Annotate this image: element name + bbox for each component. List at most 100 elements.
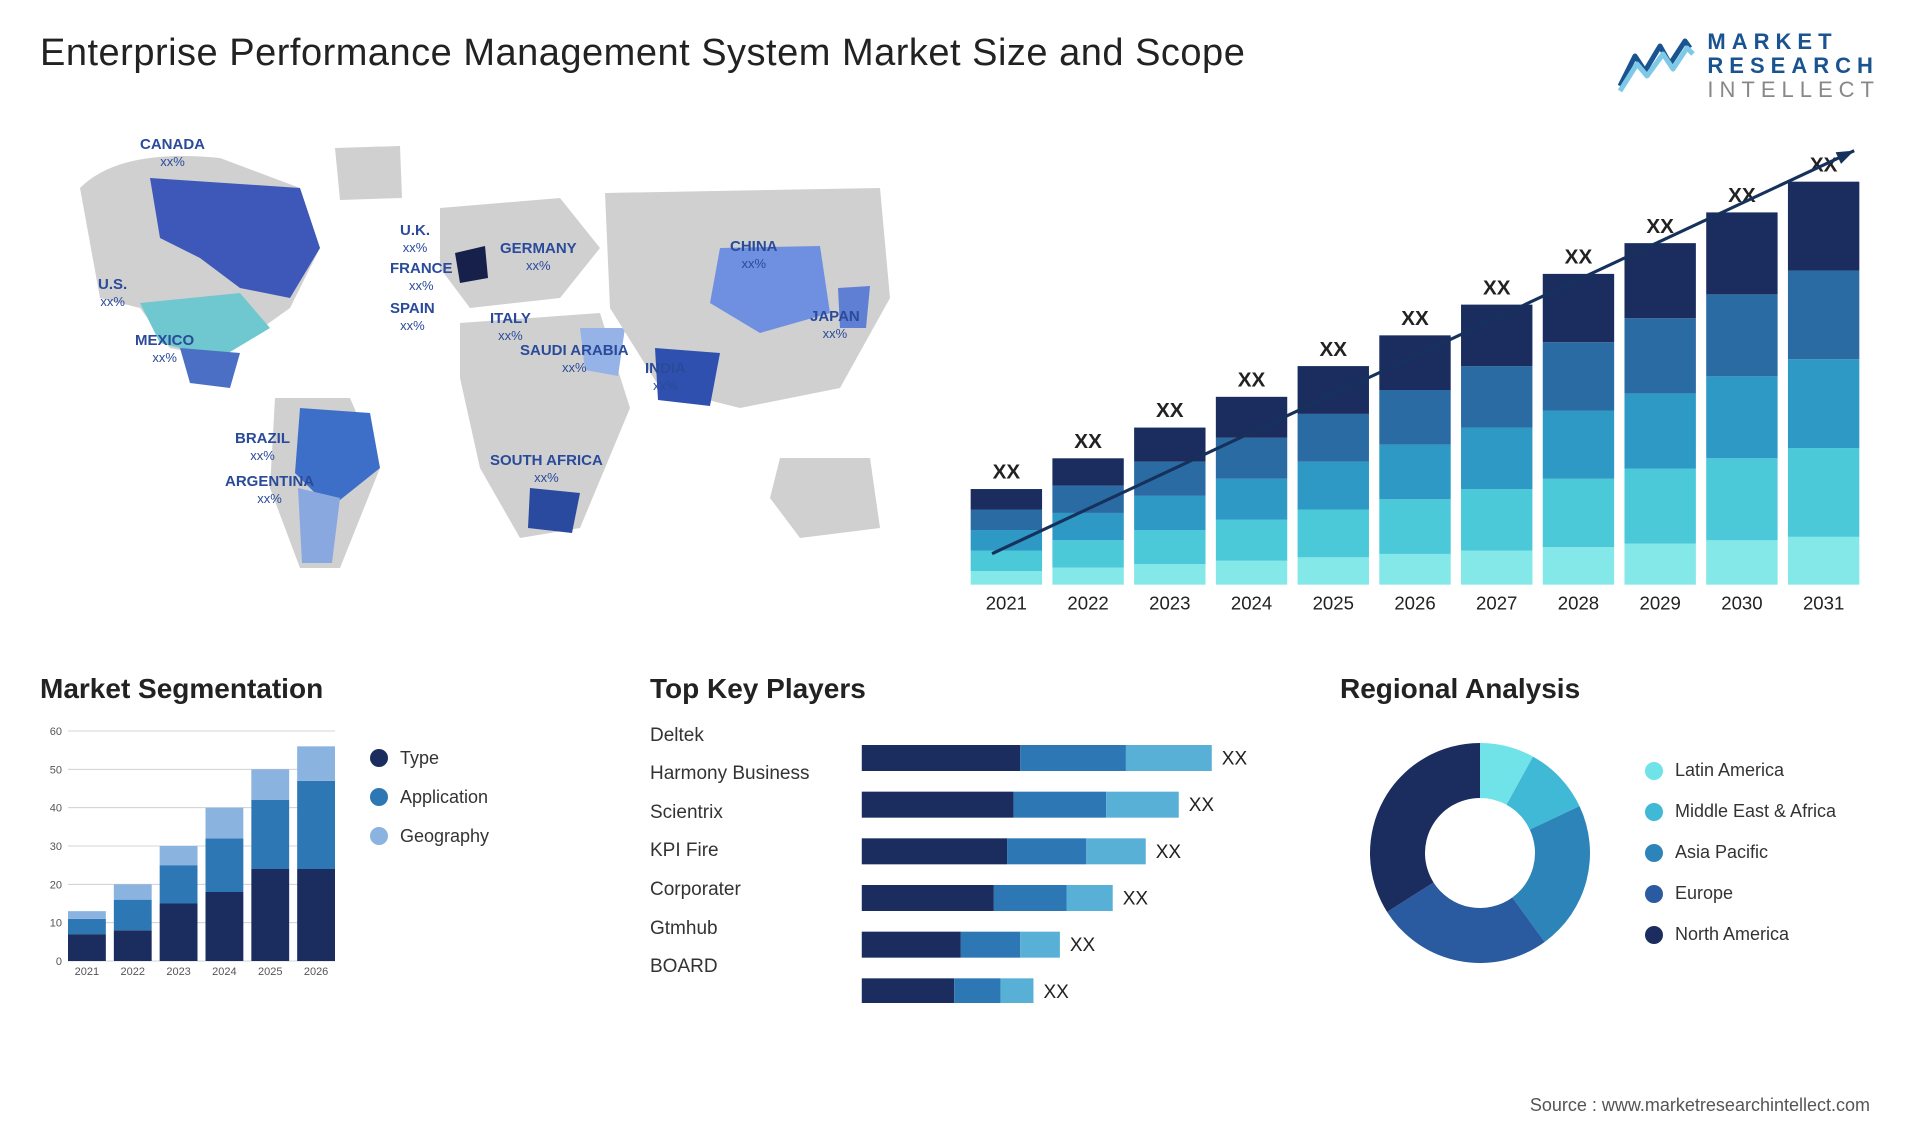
logo-text-2: RESEARCH: [1707, 54, 1880, 78]
segmentation-title: Market Segmentation: [40, 673, 600, 705]
legend-dot-icon: [1645, 926, 1663, 944]
map-label-italy: ITALYxx%: [490, 310, 531, 345]
legend-label: North America: [1675, 924, 1789, 945]
svg-text:2022: 2022: [1067, 592, 1108, 613]
legend-label: Middle East & Africa: [1675, 801, 1836, 822]
svg-text:2031: 2031: [1803, 592, 1844, 613]
world-map: CANADAxx%U.S.xx%MEXICOxx%BRAZILxx%ARGENT…: [40, 128, 910, 628]
forecast-chart: XX2021XX2022XX2023XX2024XX2025XX2026XX20…: [950, 128, 1880, 628]
legend-dot-icon: [370, 827, 388, 845]
world-map-svg: [40, 128, 910, 608]
svg-text:2029: 2029: [1640, 592, 1681, 613]
region-legend-latin-america: Latin America: [1645, 760, 1836, 781]
svg-text:XX: XX: [1319, 337, 1347, 360]
svg-text:10: 10: [50, 917, 62, 929]
map-label-saudi-arabia: SAUDI ARABIAxx%: [520, 342, 629, 377]
map-label-south-africa: SOUTH AFRICAxx%: [490, 452, 603, 487]
svg-text:XX: XX: [1483, 276, 1511, 299]
svg-text:30: 30: [50, 841, 62, 853]
key-players-title: Top Key Players: [650, 673, 1290, 705]
regional-title: Regional Analysis: [1340, 673, 1880, 705]
legend-label: Geography: [400, 826, 489, 847]
map-label-mexico: MEXICOxx%: [135, 332, 194, 367]
svg-text:XX: XX: [1044, 981, 1070, 1002]
svg-text:0: 0: [56, 956, 62, 968]
seg-legend-type: Type: [370, 748, 489, 769]
svg-text:2021: 2021: [75, 966, 99, 978]
map-label-france: FRANCExx%: [390, 260, 453, 295]
svg-text:XX: XX: [1156, 841, 1182, 862]
logo-text-1: MARKET: [1707, 30, 1880, 54]
legend-label: Type: [400, 748, 439, 769]
key-players-panel: Top Key Players DeltekHarmony BusinessSc…: [650, 673, 1290, 1003]
legend-label: Latin America: [1675, 760, 1784, 781]
legend-dot-icon: [1645, 844, 1663, 862]
legend-dot-icon: [1645, 762, 1663, 780]
forecast-chart-svg: XX2021XX2022XX2023XX2024XX2025XX2026XX20…: [950, 128, 1880, 628]
svg-text:XX: XX: [1074, 430, 1102, 453]
svg-text:2026: 2026: [304, 966, 328, 978]
legend-dot-icon: [1645, 803, 1663, 821]
regional-panel: Regional Analysis Latin America Middle Ea…: [1340, 673, 1880, 1003]
svg-text:2028: 2028: [1558, 592, 1599, 613]
players-chart-svg: XX XX XX XX XX XX: [834, 723, 1290, 1003]
brand-logo: MARKET RESEARCH INTELLECT: [1615, 30, 1880, 103]
svg-text:XX: XX: [993, 460, 1021, 483]
regional-donut-svg: [1340, 723, 1620, 983]
source-text: Source : www.marketresearchintellect.com: [1530, 1095, 1870, 1116]
map-label-japan: JAPANxx%: [810, 308, 860, 343]
svg-text:XX: XX: [1070, 935, 1096, 956]
svg-text:2027: 2027: [1476, 592, 1517, 613]
map-label-brazil: BRAZILxx%: [235, 430, 290, 465]
segmentation-panel: Market Segmentation 0 10 20 30 40 50 60 2021 202…: [40, 673, 600, 1003]
player-label: BOARD: [650, 954, 809, 980]
region-legend-middle-east-africa: Middle East & Africa: [1645, 801, 1836, 822]
legend-label: Europe: [1675, 883, 1733, 904]
svg-text:60: 60: [50, 726, 62, 738]
svg-text:XX: XX: [1646, 214, 1674, 237]
player-label: Corporater: [650, 877, 809, 903]
map-label-argentina: ARGENTINAxx%: [225, 473, 314, 508]
svg-text:XX: XX: [1222, 748, 1248, 769]
players-labels: DeltekHarmony BusinessScientrixKPI FireC…: [650, 723, 809, 1003]
svg-text:2023: 2023: [1149, 592, 1190, 613]
map-label-india: INDIAxx%: [645, 360, 686, 395]
seg-legend-application: Application: [370, 787, 489, 808]
svg-text:XX: XX: [1238, 368, 1266, 391]
svg-text:2024: 2024: [1231, 592, 1272, 613]
region-legend-north-america: North America: [1645, 924, 1836, 945]
segmentation-legend: Type Application Geography: [370, 748, 489, 983]
svg-text:XX: XX: [1189, 795, 1215, 816]
svg-text:2024: 2024: [212, 966, 236, 978]
map-label-spain: SPAINxx%: [390, 300, 435, 335]
seg-legend-geography: Geography: [370, 826, 489, 847]
svg-text:20: 20: [50, 879, 62, 891]
svg-text:XX: XX: [1156, 399, 1184, 422]
player-label: KPI Fire: [650, 838, 809, 864]
svg-text:2022: 2022: [121, 966, 145, 978]
svg-text:40: 40: [50, 802, 62, 814]
svg-text:50: 50: [50, 764, 62, 776]
svg-text:2025: 2025: [258, 966, 282, 978]
svg-text:XX: XX: [1123, 888, 1149, 909]
region-legend-europe: Europe: [1645, 883, 1836, 904]
map-label-germany: GERMANYxx%: [500, 240, 577, 275]
player-label: Scientrix: [650, 800, 809, 826]
svg-text:XX: XX: [1565, 245, 1593, 268]
svg-text:2026: 2026: [1394, 592, 1435, 613]
legend-dot-icon: [1645, 885, 1663, 903]
map-label-china: CHINAxx%: [730, 238, 778, 273]
legend-dot-icon: [370, 788, 388, 806]
logo-text-3: INTELLECT: [1707, 78, 1880, 102]
svg-text:2021: 2021: [986, 592, 1027, 613]
legend-dot-icon: [370, 749, 388, 767]
legend-label: Asia Pacific: [1675, 842, 1768, 863]
player-label: Deltek: [650, 723, 809, 749]
segmentation-chart-svg: 0 10 20 30 40 50 60 2021 2022 2023 2024 2025 2026: [40, 723, 340, 983]
region-legend-asia-pacific: Asia Pacific: [1645, 842, 1836, 863]
map-label-canada: CANADAxx%: [140, 136, 205, 171]
svg-text:2030: 2030: [1721, 592, 1762, 613]
regional-legend: Latin America Middle East & Africa Asia Pa…: [1645, 760, 1836, 945]
player-label: Gtmhub: [650, 916, 809, 942]
svg-text:2023: 2023: [166, 966, 190, 978]
